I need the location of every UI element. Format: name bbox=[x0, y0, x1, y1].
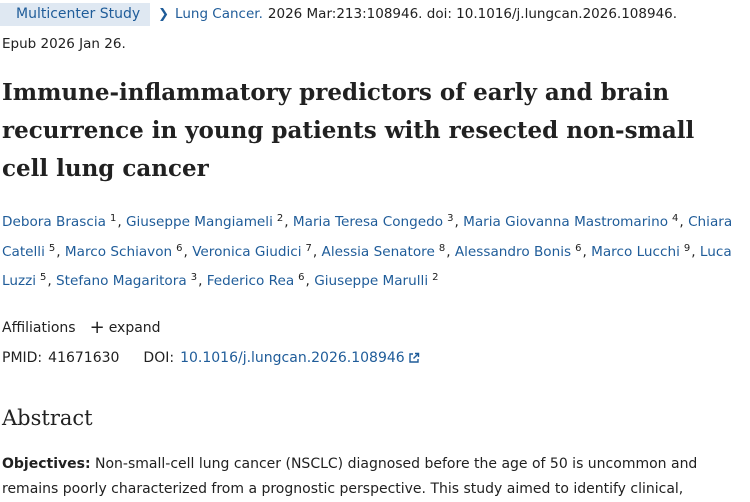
author-affiliation-number[interactable]: 6 bbox=[575, 242, 582, 254]
abstract-heading: Abstract bbox=[2, 406, 93, 430]
pmid-label: PMID: bbox=[2, 350, 43, 366]
author-affiliation-number[interactable]: 7 bbox=[305, 242, 312, 254]
author-link[interactable]: Stefano Magaritora bbox=[56, 273, 187, 289]
publication-type-badge: Multicenter Study bbox=[0, 2, 151, 26]
journal-link[interactable]: Lung Cancer. bbox=[175, 6, 263, 22]
affiliations-row: Affiliations + expand bbox=[2, 317, 161, 338]
doi-label: DOI: bbox=[143, 350, 175, 366]
author-affiliation-number[interactable]: 9 bbox=[683, 242, 691, 254]
author-link[interactable]: Maria Giovanna Mastromarino bbox=[463, 214, 669, 230]
citation-header: Multicenter Study ❯ Lung Cancer. 2026 Ma… bbox=[0, 0, 750, 28]
expand-affiliations-button[interactable]: expand bbox=[108, 320, 161, 336]
pmid-value: 41671630 bbox=[48, 350, 120, 366]
author-affiliation-number[interactable]: 1 bbox=[109, 213, 117, 224]
chevron-right-icon: ❯ bbox=[158, 6, 170, 22]
author-link[interactable]: Chiara Catelli bbox=[2, 214, 733, 260]
author-link[interactable]: Giuseppe Marulli bbox=[314, 273, 429, 289]
identifiers-row: PMID: 41671630 DOI: 10.1016/j.lungcan.20… bbox=[2, 350, 420, 366]
abstract-objectives: Objectives: Non-small-cell lung cancer (… bbox=[2, 452, 747, 502]
author-link[interactable]: Maria Teresa Congedo bbox=[292, 214, 444, 230]
author-affiliation-number[interactable]: 2 bbox=[432, 272, 439, 283]
plus-icon[interactable]: + bbox=[89, 317, 105, 338]
authors-list: Debora Brascia 1, Giuseppe Mangiameli 2, M… bbox=[2, 213, 733, 290]
author-affiliation-number[interactable]: 8 bbox=[438, 242, 446, 254]
objectives-text: Non-small-cell lung cancer (NSCLC) diagn… bbox=[2, 456, 698, 497]
author-link[interactable]: Alessandro Bonis bbox=[454, 243, 572, 260]
objectives-label: Objectives: bbox=[2, 456, 91, 472]
author-affiliation-number[interactable]: 3 bbox=[190, 272, 198, 283]
epub-date: Epub 2026 Jan 26. bbox=[2, 36, 126, 52]
author-link[interactable]: Marco Schiavon bbox=[64, 243, 173, 260]
author-link[interactable]: Luca Luzzi bbox=[2, 243, 732, 290]
affiliations-label: Affiliations bbox=[2, 320, 76, 336]
author-affiliation-number[interactable]: 6 bbox=[176, 242, 183, 254]
author-link[interactable]: Alessia Senatore bbox=[321, 243, 435, 260]
external-link-icon[interactable] bbox=[408, 352, 420, 364]
author-affiliation-number[interactable]: 5 bbox=[48, 242, 56, 254]
author-link[interactable]: Giuseppe Mangiameli bbox=[125, 214, 273, 230]
article-title: Immune-inflammatory predictors of early … bbox=[2, 79, 695, 182]
author-affiliation-number[interactable]: 5 bbox=[40, 272, 47, 283]
author-affiliation-number[interactable]: 4 bbox=[672, 213, 679, 224]
author-link[interactable]: Federico Rea bbox=[206, 273, 295, 289]
author-affiliation-number[interactable]: 3 bbox=[447, 213, 454, 224]
author-link[interactable]: Debora Brascia bbox=[2, 214, 106, 230]
doi-link[interactable]: 10.1016/j.lungcan.2026.108946 bbox=[180, 350, 405, 366]
citation-details: 2026 Mar:213:108946. doi: 10.1016/j.lung… bbox=[267, 6, 678, 22]
author-affiliation-number[interactable]: 2 bbox=[276, 213, 284, 224]
author-link[interactable]: Veronica Giudici bbox=[192, 243, 302, 260]
author-link[interactable]: Marco Lucchi bbox=[591, 243, 680, 260]
author-affiliation-number[interactable]: 6 bbox=[298, 272, 305, 283]
